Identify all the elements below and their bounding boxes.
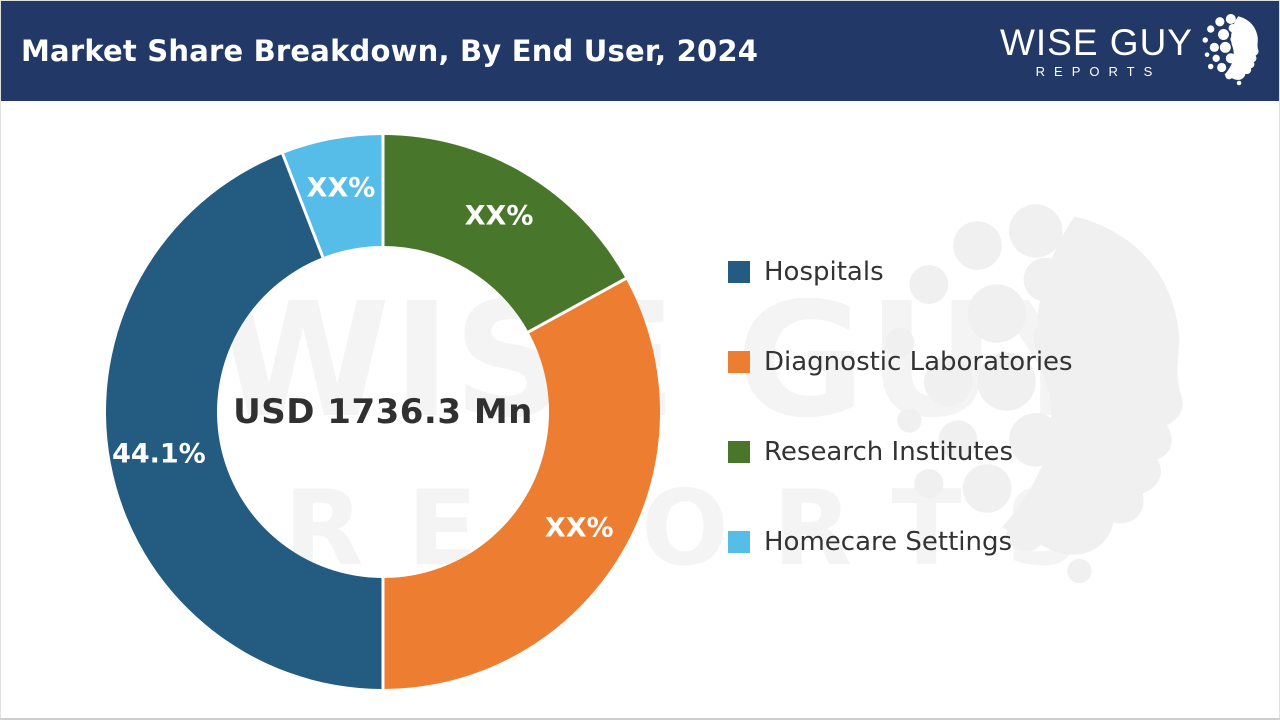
legend-label: Hospitals: [764, 257, 884, 287]
page-title: Market Share Breakdown, By End User, 202…: [21, 34, 759, 68]
legend-swatch-diagnostic-laboratories: [728, 351, 750, 373]
legend-item-research-institutes: Research Institutes: [728, 437, 1073, 467]
donut-center-value: USD 1736.3 Mn: [233, 392, 533, 432]
slice-hospitals: [106, 153, 383, 690]
legend-swatch-hospitals: [728, 261, 750, 283]
slice-separator: [280, 152, 325, 260]
slice-diagnostic-laboratories: [383, 278, 660, 689]
donut-chart: XX% XX% 44.1% XX%: [106, 134, 660, 690]
slice-homecare-settings: [282, 135, 383, 258]
legend-swatch-homecare-settings: [728, 531, 750, 553]
legend-label: Research Institutes: [764, 437, 1014, 467]
slice-label-research-institutes: XX%: [465, 200, 534, 231]
legend-label: Homecare Settings: [764, 527, 1013, 557]
legend-item-homecare-settings: Homecare Settings: [728, 527, 1073, 557]
slice-research-institutes: [383, 135, 626, 333]
slice-label-homecare-settings: XX%: [307, 172, 376, 203]
legend: Hospitals Diagnostic Laboratories Resear…: [728, 257, 1073, 619]
legend-item-diagnostic-laboratories: Diagnostic Laboratories: [728, 347, 1073, 377]
legend-swatch-research-institutes: [728, 441, 750, 463]
legend-item-hospitals: Hospitals: [728, 257, 1073, 287]
slice-label-hospitals: 44.1%: [112, 439, 206, 470]
watermark-face-icon: [885, 204, 1183, 584]
slice-separator: [525, 276, 628, 335]
legend-label: Diagnostic Laboratories: [764, 347, 1073, 377]
header: Market Share Breakdown, By End User, 202…: [1, 1, 1279, 101]
watermark-subtitle: REPORTS: [284, 469, 1124, 589]
logo-wordmark: WISE GUY: [999, 21, 1193, 63]
logo-face-icon: [1202, 14, 1259, 86]
wise-guy-reports-logo: WISE GUY REPORTS: [1000, 14, 1261, 88]
slice-label-diagnostic-laboratories: XX%: [545, 513, 614, 544]
logo-subtitle: REPORTS: [1035, 63, 1162, 79]
